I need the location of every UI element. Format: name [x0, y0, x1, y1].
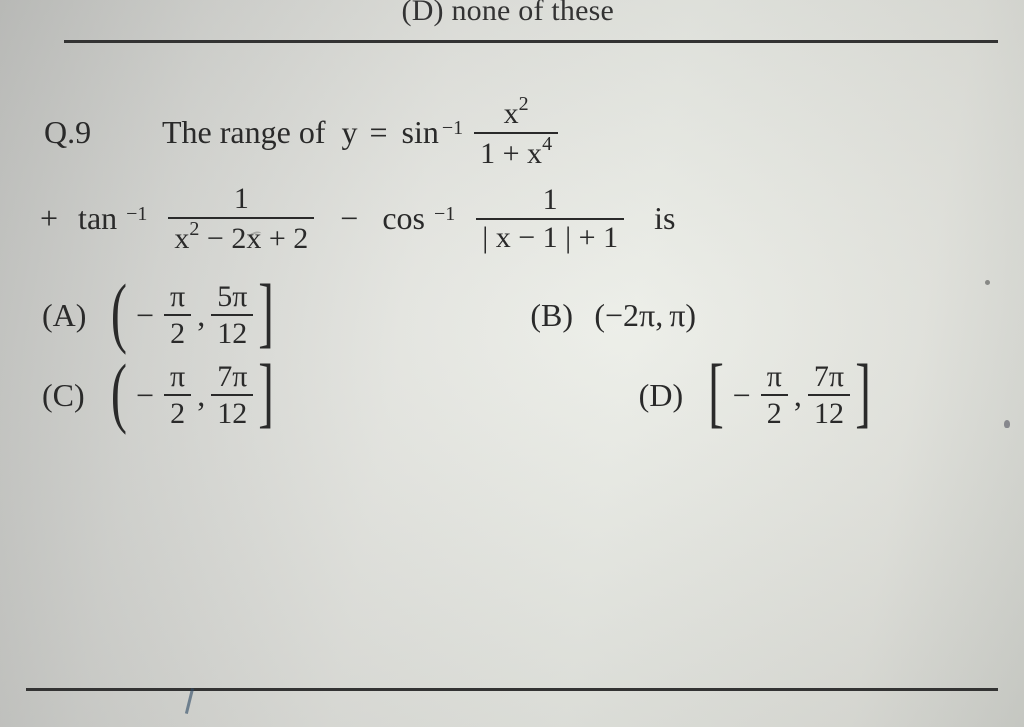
horizontal-rule-top — [64, 40, 998, 43]
option-D: (D) [ − π 2 , 7π 12 — [639, 360, 876, 430]
f2-den-var: x — [174, 222, 189, 255]
fraction-2-num: 1 — [228, 183, 255, 215]
question-block: Q.9 The range of y = sin −1 x2 1 + x4 — [40, 96, 996, 440]
question-tail: is — [654, 200, 675, 237]
fraction-3: 1 | x − 1 | + 1 — [476, 184, 624, 253]
option-A-t1-sign: − — [132, 297, 158, 334]
option-A: (A) ( − π 2 , 5π 12 — [42, 280, 279, 350]
option-B-open: ( — [594, 297, 605, 334]
f2-den-exp: 2 — [189, 218, 199, 240]
option-A-t2-num: 5π — [211, 281, 253, 313]
option-A-open: ( — [111, 277, 127, 347]
option-B-t1: −2π — [605, 297, 655, 334]
option-D-t2-frac: 7π 12 — [808, 361, 850, 430]
fraction-2-den: x2 − 2x + 2 — [168, 221, 314, 255]
option-D-comma: , — [794, 377, 802, 414]
inverse-exponent-3: −1 — [434, 203, 455, 226]
question-lead: The range of — [162, 114, 325, 151]
fn-cos: cos — [382, 200, 425, 237]
f1-den-pre: 1 + x — [480, 137, 542, 170]
option-C-open: ( — [111, 357, 127, 427]
option-A-t1-num: π — [164, 281, 191, 313]
option-A-t2-frac: 5π 12 — [211, 281, 253, 350]
option-C-t1-num: π — [164, 361, 191, 393]
inverse-exponent-1: −1 — [442, 117, 463, 140]
option-C: (C) ( − π 2 , 7π 12 — [42, 360, 279, 430]
fraction-2: 1 x2 − 2x + 2 — [168, 183, 314, 254]
minus-sign: − — [340, 200, 358, 237]
pen-mark-icon — [180, 692, 202, 722]
option-C-t2-num: 7π — [211, 361, 253, 393]
option-B-comma: , — [655, 297, 663, 334]
eq-lhs: y — [341, 114, 357, 151]
f1-num-exp: 2 — [519, 93, 529, 115]
option-A-label: (A) — [42, 297, 98, 334]
option-D-close: ] — [855, 357, 871, 427]
fraction-1-num: x2 — [498, 96, 535, 130]
option-A-comma: , — [197, 297, 205, 334]
option-D-t1-sign: − — [729, 377, 755, 414]
eq-sign: = — [369, 114, 387, 151]
f1-den-exp: 4 — [542, 133, 552, 155]
option-B-interval: ( −2π , π ) — [594, 297, 696, 334]
option-C-close: ] — [259, 357, 275, 427]
options-row-1: (A) ( − π 2 , 5π 12 — [40, 280, 996, 350]
fn-sin: sin — [402, 114, 439, 151]
option-A-t2-den: 12 — [211, 318, 253, 350]
page: (D) none of these Q.9 The range of y = s… — [0, 0, 1024, 727]
question-line-1: Q.9 The range of y = sin −1 x2 1 + x4 — [40, 96, 996, 169]
option-B-label: (B) — [530, 297, 586, 334]
fraction-3-bar — [476, 218, 624, 220]
option-D-label: (D) — [639, 377, 695, 414]
option-C-t1-den: 2 — [164, 398, 191, 430]
option-C-interval: ( − π 2 , 7π 12 — [106, 360, 279, 430]
option-C-t1-frac: π 2 — [164, 361, 191, 430]
fraction-3-num: 1 — [537, 184, 564, 216]
option-B: (B) ( −2π , π ) — [530, 297, 696, 334]
question-line-2: + tan −1 1 x2 − 2x + 2 − cos −1 1 | x − … — [40, 183, 996, 254]
option-D-t2-den: 12 — [808, 398, 850, 430]
option-D-open: [ — [708, 357, 724, 427]
option-D-interval: [ − π 2 , 7π 12 — [703, 360, 876, 430]
option-D-t1-frac: π 2 — [761, 361, 788, 430]
inverse-exponent-2: −1 — [126, 203, 147, 226]
option-C-t1-sign: − — [132, 377, 158, 414]
fraction-3-den: | x − 1 | + 1 — [476, 222, 624, 254]
option-B-close: ) — [685, 297, 696, 334]
option-D-t2-num: 7π — [808, 361, 850, 393]
option-C-t2-frac: 7π 12 — [211, 361, 253, 430]
option-C-comma: , — [197, 377, 205, 414]
option-A-t1-den: 2 — [164, 318, 191, 350]
option-A-t1-frac: π 2 — [164, 281, 191, 350]
option-B-t2: π — [669, 297, 685, 334]
option-A-close: ] — [259, 277, 275, 347]
fraction-1-den: 1 + x4 — [474, 136, 558, 170]
options-row-2: (C) ( − π 2 , 7π 12 — [40, 360, 996, 430]
option-A-interval: ( − π 2 , 5π 12 — [106, 280, 279, 350]
question-text-line1: The range of y = sin −1 x2 1 + x4 — [162, 96, 558, 169]
option-D-t1-num: π — [761, 361, 788, 393]
dust-speck-icon — [985, 280, 990, 285]
previous-option-fragment: (D) none of these — [402, 0, 615, 28]
option-C-label: (C) — [42, 377, 98, 414]
fn-tan: tan — [78, 200, 117, 237]
option-D-t1-den: 2 — [761, 398, 788, 430]
f1-num-var: x — [504, 97, 519, 130]
plus-sign: + — [40, 200, 58, 237]
dust-speck-icon — [1004, 420, 1010, 428]
horizontal-rule-bottom — [26, 688, 998, 691]
option-C-t2-den: 12 — [211, 398, 253, 430]
question-number: Q.9 — [40, 114, 124, 151]
fraction-1: x2 1 + x4 — [474, 96, 558, 169]
